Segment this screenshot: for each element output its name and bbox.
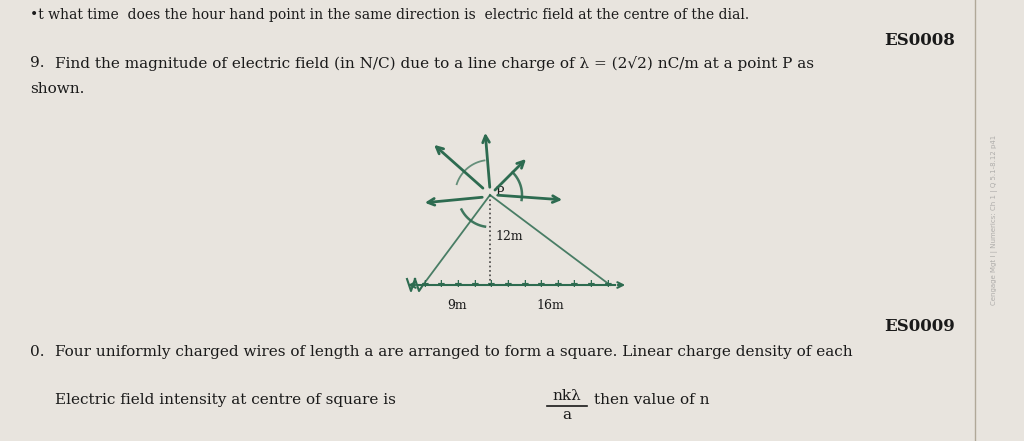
Text: 0.: 0.	[30, 345, 44, 359]
Text: 9m: 9m	[447, 299, 467, 312]
Text: Find the magnitude of electric field (in N/C) due to a line charge of λ = (2√2) : Find the magnitude of electric field (in…	[55, 56, 814, 71]
Text: P: P	[495, 187, 504, 199]
Text: +: +	[537, 279, 546, 289]
Text: +: +	[437, 279, 446, 289]
Text: +: +	[454, 279, 463, 289]
Text: Four uniformly charged wires of length a are arranged to form a square. Linear c: Four uniformly charged wires of length a…	[55, 345, 853, 359]
Text: a: a	[562, 408, 571, 422]
Text: •t what time  does the hour hand point in the same direction is  electric field : •t what time does the hour hand point in…	[30, 8, 750, 22]
Text: +: +	[487, 279, 496, 289]
Text: then value of n: then value of n	[594, 393, 710, 407]
Text: +: +	[603, 279, 612, 289]
Text: 16m: 16m	[537, 299, 564, 312]
Text: ES0008: ES0008	[884, 32, 955, 49]
Text: 9.: 9.	[30, 56, 44, 70]
Text: +: +	[504, 279, 513, 289]
Text: Electric field intensity at centre of square is: Electric field intensity at centre of sq…	[55, 393, 396, 407]
Text: 12m: 12m	[495, 231, 522, 243]
Text: +: +	[587, 279, 596, 289]
Text: nkλ: nkλ	[553, 389, 582, 403]
Text: +: +	[520, 279, 529, 289]
Text: +: +	[554, 279, 562, 289]
Text: +: +	[421, 279, 429, 289]
Text: ES0009: ES0009	[885, 318, 955, 335]
Text: shown.: shown.	[30, 82, 84, 96]
Text: +: +	[471, 279, 479, 289]
Text: +: +	[570, 279, 580, 289]
Text: Cengage Mgt I | Numerics: Ch 1 | Q 5.1-8.12 p41: Cengage Mgt I | Numerics: Ch 1 | Q 5.1-8…	[991, 135, 998, 305]
